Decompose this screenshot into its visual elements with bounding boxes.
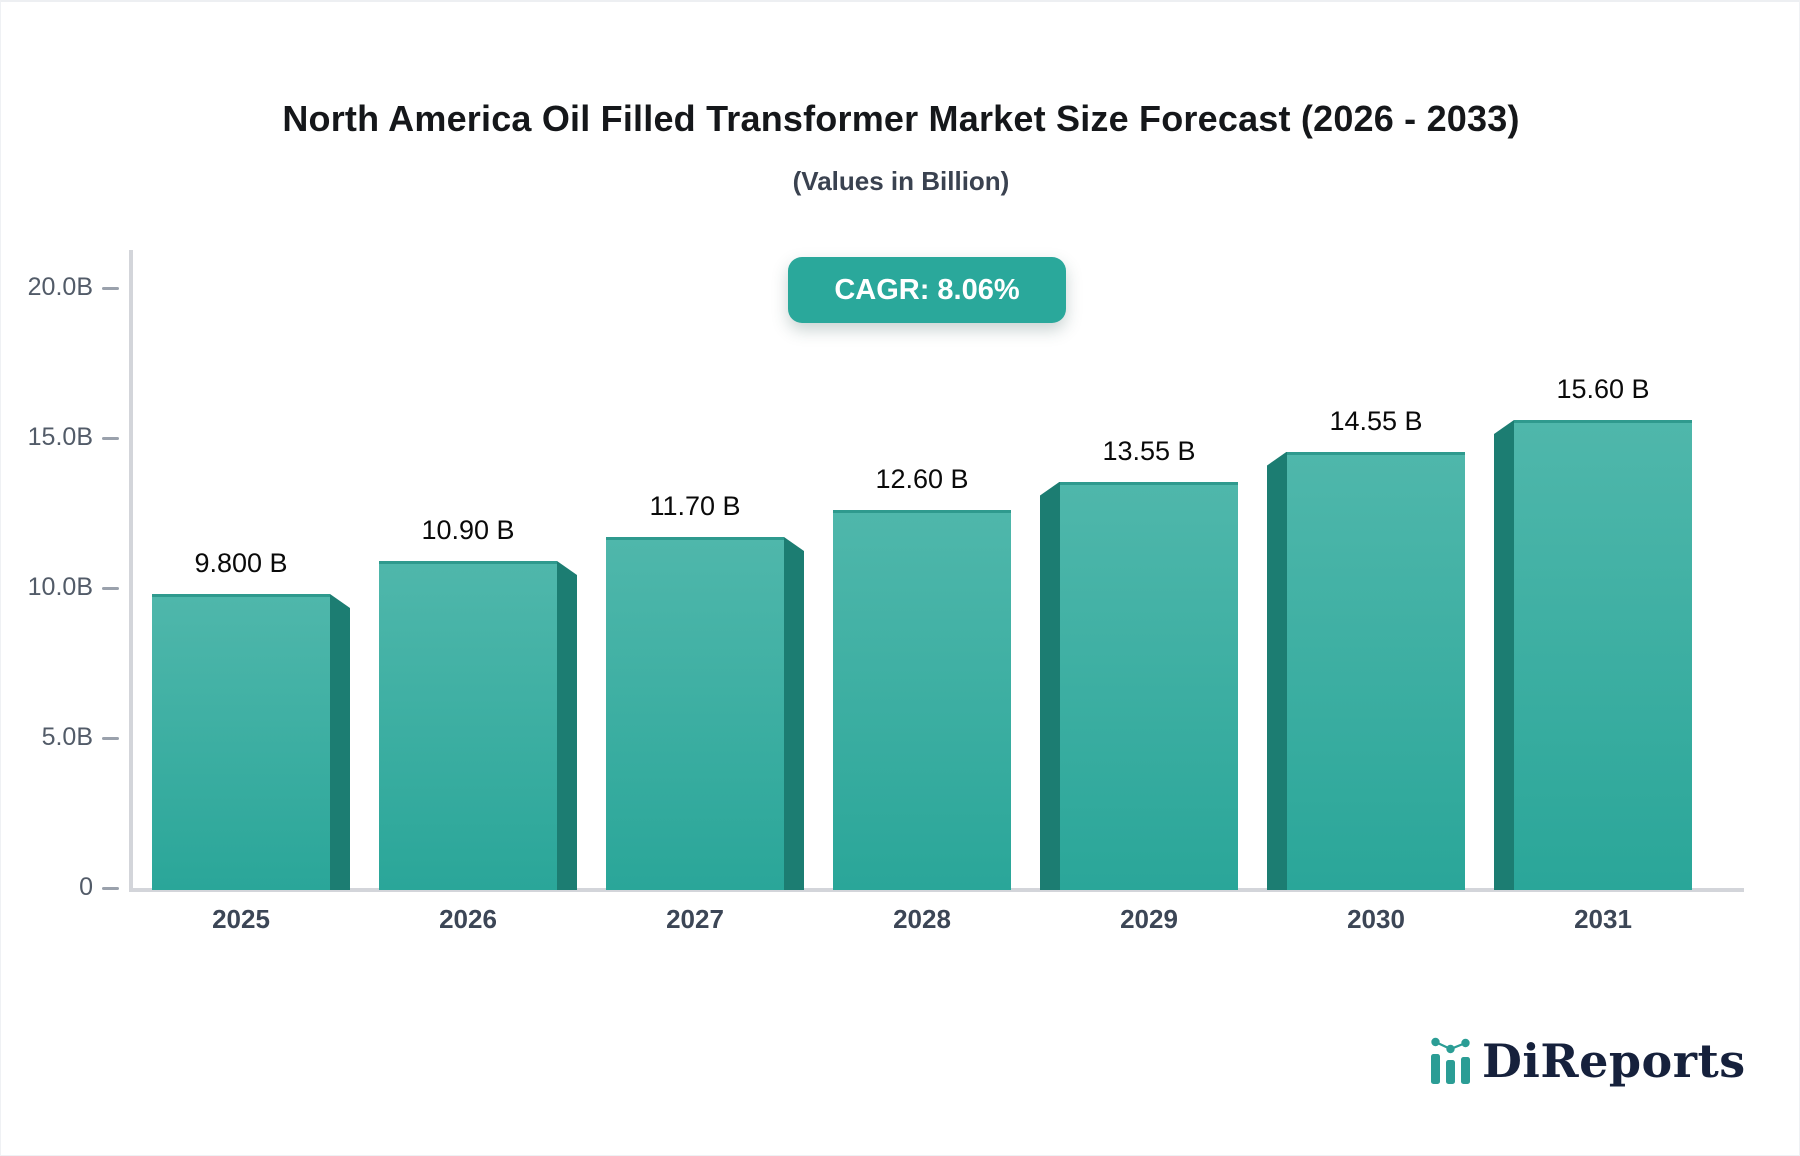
mini-bar-line-chart-icon: [1431, 1037, 1470, 1084]
cagr-badge-label: CAGR: 8.06%: [834, 273, 1020, 306]
bar-side-face: [1040, 481, 1060, 890]
y-axis-tick-mark: [102, 587, 119, 590]
bar-side-face: [1494, 420, 1514, 890]
direports-logo[interactable]: DiReports: [1429, 1036, 1746, 1084]
logo-text: DiReports: [1482, 1034, 1746, 1088]
bar-2027[interactable]: [606, 537, 784, 890]
bar-value-label: 9.800 B: [194, 548, 288, 578]
chart-title: North America Oil Filled Transformer Mar…: [282, 98, 1520, 139]
y-axis-tick-mark: [102, 737, 119, 740]
bar-value-label: 13.55 B: [1102, 435, 1196, 466]
y-axis-tick-mark: [102, 287, 119, 290]
y-axis-tick-label: 15.0B: [27, 423, 93, 451]
x-axis-category-label: 2028: [893, 904, 951, 934]
y-axis-tick-label: 0: [79, 873, 93, 901]
bar-value-label: 15.60 B: [1556, 374, 1650, 404]
bar-value-label: 12.60 B: [875, 464, 969, 494]
x-axis-category-label: 2025: [212, 904, 270, 934]
y-axis-tick-label: 20.0B: [27, 273, 93, 301]
bar-value-label: 11.70 B: [649, 491, 741, 521]
y-axis-tick-label: 5.0B: [41, 723, 93, 751]
bar-side-face: [784, 537, 804, 890]
bar-side-face: [1267, 451, 1287, 890]
bar-2029[interactable]: [1060, 481, 1238, 890]
x-axis-category-label: 2031: [1574, 904, 1632, 934]
x-axis-category-label: 2026: [439, 904, 497, 934]
bar-side-face: [557, 561, 577, 890]
y-axis-line: [129, 250, 133, 892]
bar-2028[interactable]: [833, 510, 1011, 890]
x-axis-category-label: 2027: [666, 904, 724, 934]
bar-value-label: 14.55 B: [1329, 405, 1423, 436]
chart-subtitle: (Values in Billion): [792, 166, 1010, 196]
y-axis-tick-mark: [102, 437, 119, 440]
bar-value-label: 10.90 B: [421, 515, 515, 545]
y-axis-tick-mark: [102, 887, 119, 890]
x-axis-category-label: 2030: [1347, 904, 1405, 934]
x-axis-category-label: 2029: [1120, 904, 1178, 934]
x-axis-line: [129, 888, 1744, 892]
bar-2025[interactable]: [152, 594, 330, 890]
bar-2031[interactable]: [1514, 420, 1692, 890]
y-axis-tick-label: 10.0B: [27, 573, 93, 601]
cagr-badge: CAGR: 8.06%: [788, 257, 1066, 323]
bar-2030[interactable]: [1287, 451, 1465, 890]
bar-side-face: [330, 594, 350, 890]
bar-2026[interactable]: [379, 561, 557, 890]
